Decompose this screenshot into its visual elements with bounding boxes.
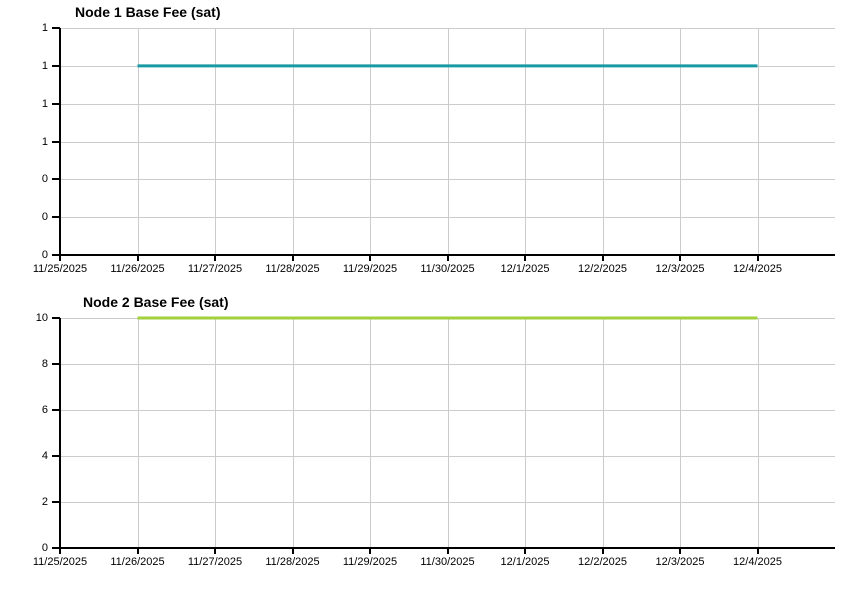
y-axis-line (59, 28, 61, 257)
y-tick-mark (52, 363, 60, 365)
x-tick-label: 11/29/2025 (342, 556, 398, 568)
x-tick-label: 12/2/2025 (578, 556, 627, 568)
x-tick-mark (369, 255, 371, 261)
x-tick-mark (524, 255, 526, 261)
x-tick-label: 12/1/2025 (500, 263, 550, 275)
x-tick-label: 11/30/2025 (420, 556, 475, 568)
y-tick-mark (52, 140, 60, 143)
y-tick-mark (52, 102, 60, 105)
y-tick-label: 10 (35, 312, 48, 324)
y-tick-label: 4 (41, 450, 48, 462)
y-tick-label: 1 (41, 97, 48, 110)
node1-base-fee-chart: Node 1 Base Fee (sat) 0 0 0 1 1 1 1 11/25/2025 1… (0, 0, 860, 290)
y-tick-label: 1 (41, 22, 48, 34)
x-tick-label: 11/28/2025 (265, 556, 320, 568)
y-tick-mark (52, 317, 60, 319)
chart-title: Node 2 Base Fee (sat) (83, 294, 229, 310)
x-tick-mark (369, 548, 371, 554)
y-tick-mark (52, 455, 60, 457)
y-tick-label: 6 (41, 404, 48, 416)
x-tick-label: 11/29/2025 (342, 263, 398, 275)
x-gridline (757, 318, 759, 548)
x-tick-mark (756, 548, 759, 554)
x-gridline (525, 28, 526, 255)
x-tick-label: 12/3/2025 (655, 263, 705, 275)
x-tick-mark (524, 548, 526, 554)
y-tick-mark (52, 501, 60, 503)
node2-base-fee-chart: Node 2 Base Fee (sat) 0 2 4 6 8 10 11/25/2025 1… (0, 290, 860, 600)
y-tick-label: 0 (41, 249, 48, 261)
x-gridline (525, 318, 526, 548)
x-axis-line (59, 547, 835, 549)
x-tick-label: 11/26/2025 (110, 263, 165, 275)
x-gridline (447, 28, 449, 255)
x-tick-label: 11/30/2025 (420, 263, 475, 275)
x-tick-label: 12/4/2025 (733, 263, 782, 275)
x-gridline (137, 318, 139, 548)
x-tick-mark (601, 548, 604, 554)
x-gridline (370, 28, 371, 255)
y-tick-mark (52, 547, 60, 549)
chart-title: Node 1 Base Fee (sat) (75, 4, 221, 20)
x-gridline (757, 28, 759, 255)
y-tick-label: 0 (41, 542, 48, 554)
y-tick-label: 2 (41, 496, 48, 508)
x-tick-mark (59, 548, 61, 554)
x-gridline (680, 28, 681, 255)
series-plot (137, 64, 758, 68)
x-tick-label: 11/27/2025 (187, 263, 243, 275)
x-tick-label: 11/25/2025 (32, 556, 88, 568)
x-tick-label: 12/2/2025 (578, 263, 627, 275)
x-gridline (680, 318, 681, 548)
x-tick-label: 12/4/2025 (733, 556, 782, 568)
x-tick-label: 12/1/2025 (500, 556, 550, 568)
y-tick-label: 0 (41, 173, 48, 186)
x-tick-mark (679, 255, 681, 261)
x-gridline (370, 318, 371, 548)
x-gridline (292, 28, 294, 255)
x-tick-mark (214, 255, 216, 261)
x-gridline (215, 318, 216, 548)
x-gridline (447, 318, 449, 548)
y-tick-mark (52, 64, 60, 67)
x-tick-mark (446, 548, 449, 554)
x-tick-mark (446, 255, 449, 261)
x-tick-mark (601, 255, 604, 261)
x-tick-mark (291, 255, 294, 261)
x-gridline (292, 318, 294, 548)
x-axis-line (59, 254, 835, 256)
y-tick-mark (52, 409, 60, 411)
x-tick-mark (59, 255, 61, 261)
x-tick-mark (214, 548, 216, 554)
x-gridline (602, 318, 604, 548)
y-tick-mark (52, 178, 60, 181)
x-gridline (215, 28, 216, 255)
x-tick-label: 11/25/2025 (32, 263, 88, 275)
y-tick-mark (52, 254, 60, 256)
x-tick-mark (136, 548, 139, 554)
x-tick-mark (679, 548, 681, 554)
x-tick-mark (291, 548, 294, 554)
x-gridline (602, 28, 604, 255)
x-tick-label: 12/3/2025 (655, 556, 705, 568)
y-tick-mark (52, 216, 60, 219)
x-tick-mark (756, 255, 759, 261)
x-tick-label: 11/27/2025 (187, 556, 243, 568)
y-tick-label: 1 (41, 135, 48, 148)
y-tick-label: 8 (41, 358, 48, 370)
y-tick-label: 0 (41, 211, 48, 224)
x-gridline (137, 28, 139, 255)
x-tick-label: 11/26/2025 (110, 556, 165, 568)
y-axis-line (59, 318, 61, 550)
x-tick-mark (136, 255, 139, 261)
x-tick-label: 11/28/2025 (265, 263, 320, 275)
series-plot (137, 316, 758, 320)
y-tick-mark (52, 27, 60, 29)
y-tick-label: 1 (41, 59, 48, 72)
